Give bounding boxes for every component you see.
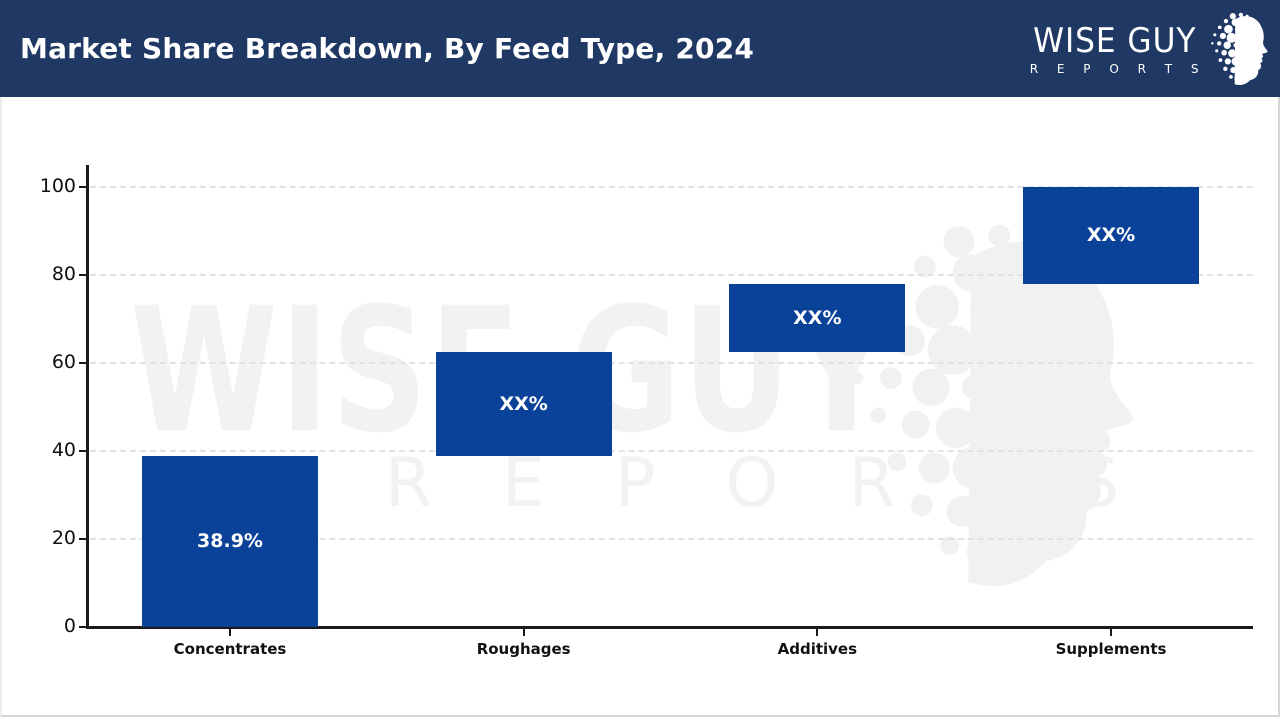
y-tick-0 xyxy=(79,626,87,628)
chart-title: Market Share Breakdown, By Feed Type, 20… xyxy=(20,32,755,65)
brand-wordmark: WISE GUY R E P O R T S xyxy=(1024,21,1206,76)
x-tick-1 xyxy=(522,629,525,636)
gridline-100 xyxy=(90,186,1253,188)
gridline-20 xyxy=(90,538,1253,540)
y-tick-label: 100 xyxy=(39,175,76,197)
x-category-label: Concentrates xyxy=(173,640,287,658)
brand-name: WISE GUY xyxy=(1033,21,1197,61)
x-category-label: Roughages xyxy=(476,640,571,658)
brand-logo: WISE GUY R E P O R T S xyxy=(1024,0,1270,97)
x-category-label: Additives xyxy=(777,640,858,658)
y-tick-60 xyxy=(79,362,87,364)
y-tick-label: 20 xyxy=(51,527,76,549)
bar-additives: XX% xyxy=(729,283,906,352)
x-tick-2 xyxy=(816,629,819,636)
y-tick-label: 60 xyxy=(51,351,76,373)
brand-subtitle: R E P O R T S xyxy=(1029,62,1206,76)
bar-value-label: 38.9% xyxy=(197,530,263,553)
y-axis-line xyxy=(86,165,89,629)
y-tick-100 xyxy=(79,186,87,188)
header-bar: Market Share Breakdown, By Feed Type, 20… xyxy=(0,0,1280,97)
x-tick-3 xyxy=(1110,629,1112,636)
bar-supplements: XX% xyxy=(1023,187,1199,284)
x-tick-0 xyxy=(229,629,231,636)
y-tick-label: 80 xyxy=(51,263,76,285)
bar-concentrates: 38.9% xyxy=(142,455,318,627)
bar-roughages: XX% xyxy=(435,352,612,456)
y-tick-80 xyxy=(79,274,87,276)
y-tick-40 xyxy=(79,450,87,452)
gridline-40 xyxy=(90,450,1253,452)
bar-value-label: XX% xyxy=(1086,224,1136,247)
x-category-label: Supplements xyxy=(1055,640,1167,658)
bar-value-label: XX% xyxy=(499,392,548,415)
y-tick-label: 40 xyxy=(51,439,76,461)
gridline-60 xyxy=(90,362,1253,364)
y-tick-20 xyxy=(79,538,87,540)
gridline-80 xyxy=(90,274,1253,276)
x-axis-line xyxy=(86,626,1253,629)
y-tick-label: 0 xyxy=(63,615,76,637)
bar-value-label: XX% xyxy=(793,306,842,329)
